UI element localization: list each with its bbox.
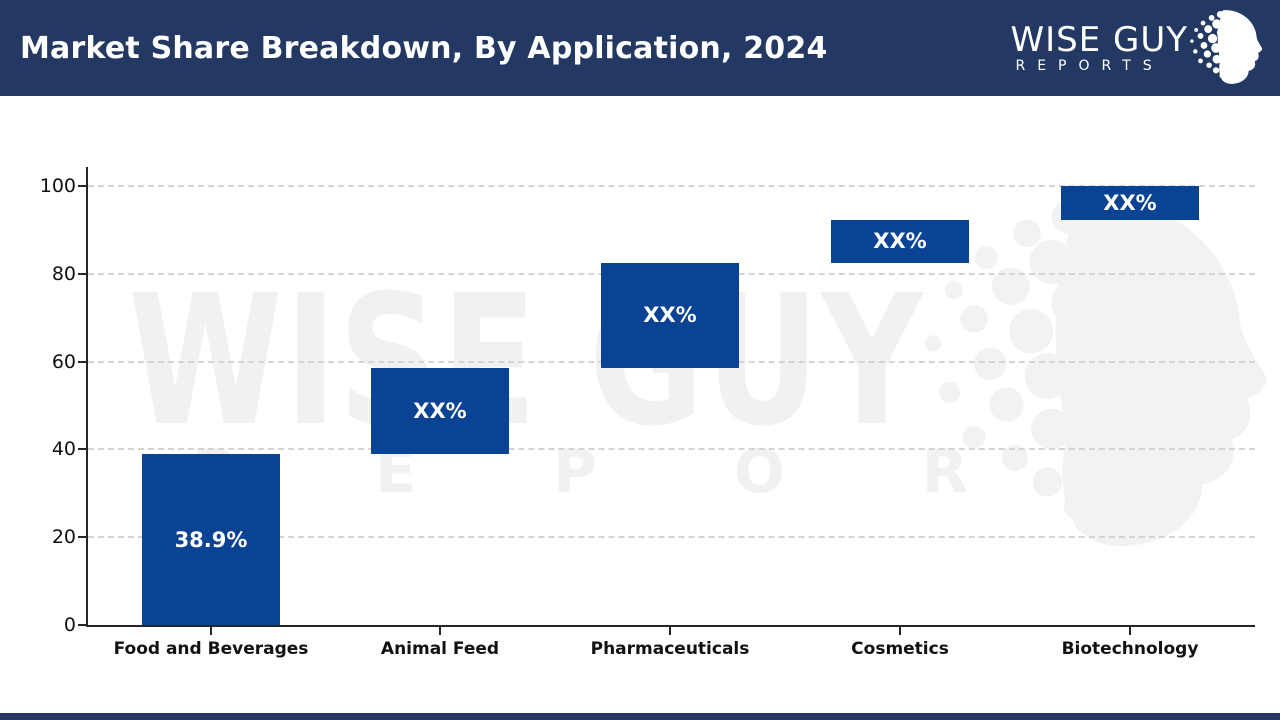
x-axis-label-biotechnology: Biotechnology [1061,639,1199,659]
bar-food-and-beverages: 38.9% [142,454,280,625]
x-axis-tick [669,627,671,635]
gridline-100 [88,185,1255,187]
y-axis-tick-label: 60 [51,350,76,373]
gridline-20 [88,536,1255,539]
footer-bar [0,713,1280,720]
page-title: Market Share Breakdown, By Application, … [20,30,828,66]
bar-pharmaceuticals: XX% [601,262,739,369]
bar-animal-feed: XX% [371,368,509,455]
header-bar: Market Share Breakdown, By Application, … [0,0,1280,96]
x-axis-label-animal-feed: Animal Feed [380,639,500,659]
y-axis-tick-label: 80 [51,262,76,285]
x-axis-tick [439,627,441,635]
y-axis-tick [78,536,86,539]
bar-value-label: XX% [643,303,697,328]
x-axis-line [86,625,1255,627]
y-axis-tick-label: 100 [39,175,76,197]
bar-value-label: 38.9% [174,527,248,552]
y-axis-tick-label: 40 [51,438,76,461]
y-axis-tick [78,185,86,187]
y-axis-tick-label: 20 [51,526,76,549]
y-axis-tick [78,272,86,275]
x-axis-label-cosmetics: Cosmetics [851,639,949,659]
y-axis-tick [78,624,86,626]
y-axis-tick-label: 0 [63,614,76,636]
y-axis-tick [78,360,86,363]
y-axis-line [86,167,88,627]
bar-value-label: XX% [1103,190,1157,215]
bar-cosmetics: XX% [831,219,969,263]
logo-tagline: REPORTS [1015,58,1164,74]
bar-value-label: XX% [873,229,927,254]
wiseguy-head-icon [1178,5,1266,91]
x-axis-label-pharmaceuticals: Pharmaceuticals [590,639,750,659]
bar-value-label: XX% [413,399,467,424]
x-axis-tick [210,627,212,635]
x-axis-label-food-and-beverages: Food and Beverages [113,639,309,659]
wiseguy-logo-text: WISE GUY REPORTS [1010,22,1188,74]
logo-name: WISE GUY [1010,20,1188,60]
wiseguy-logo: WISE GUY REPORTS [1010,5,1266,91]
x-axis-tick [899,627,901,635]
bar-biotechnology: XX% [1061,186,1199,220]
gridline-40 [88,448,1255,451]
y-axis-tick [78,448,86,451]
x-axis-tick [1129,627,1131,635]
